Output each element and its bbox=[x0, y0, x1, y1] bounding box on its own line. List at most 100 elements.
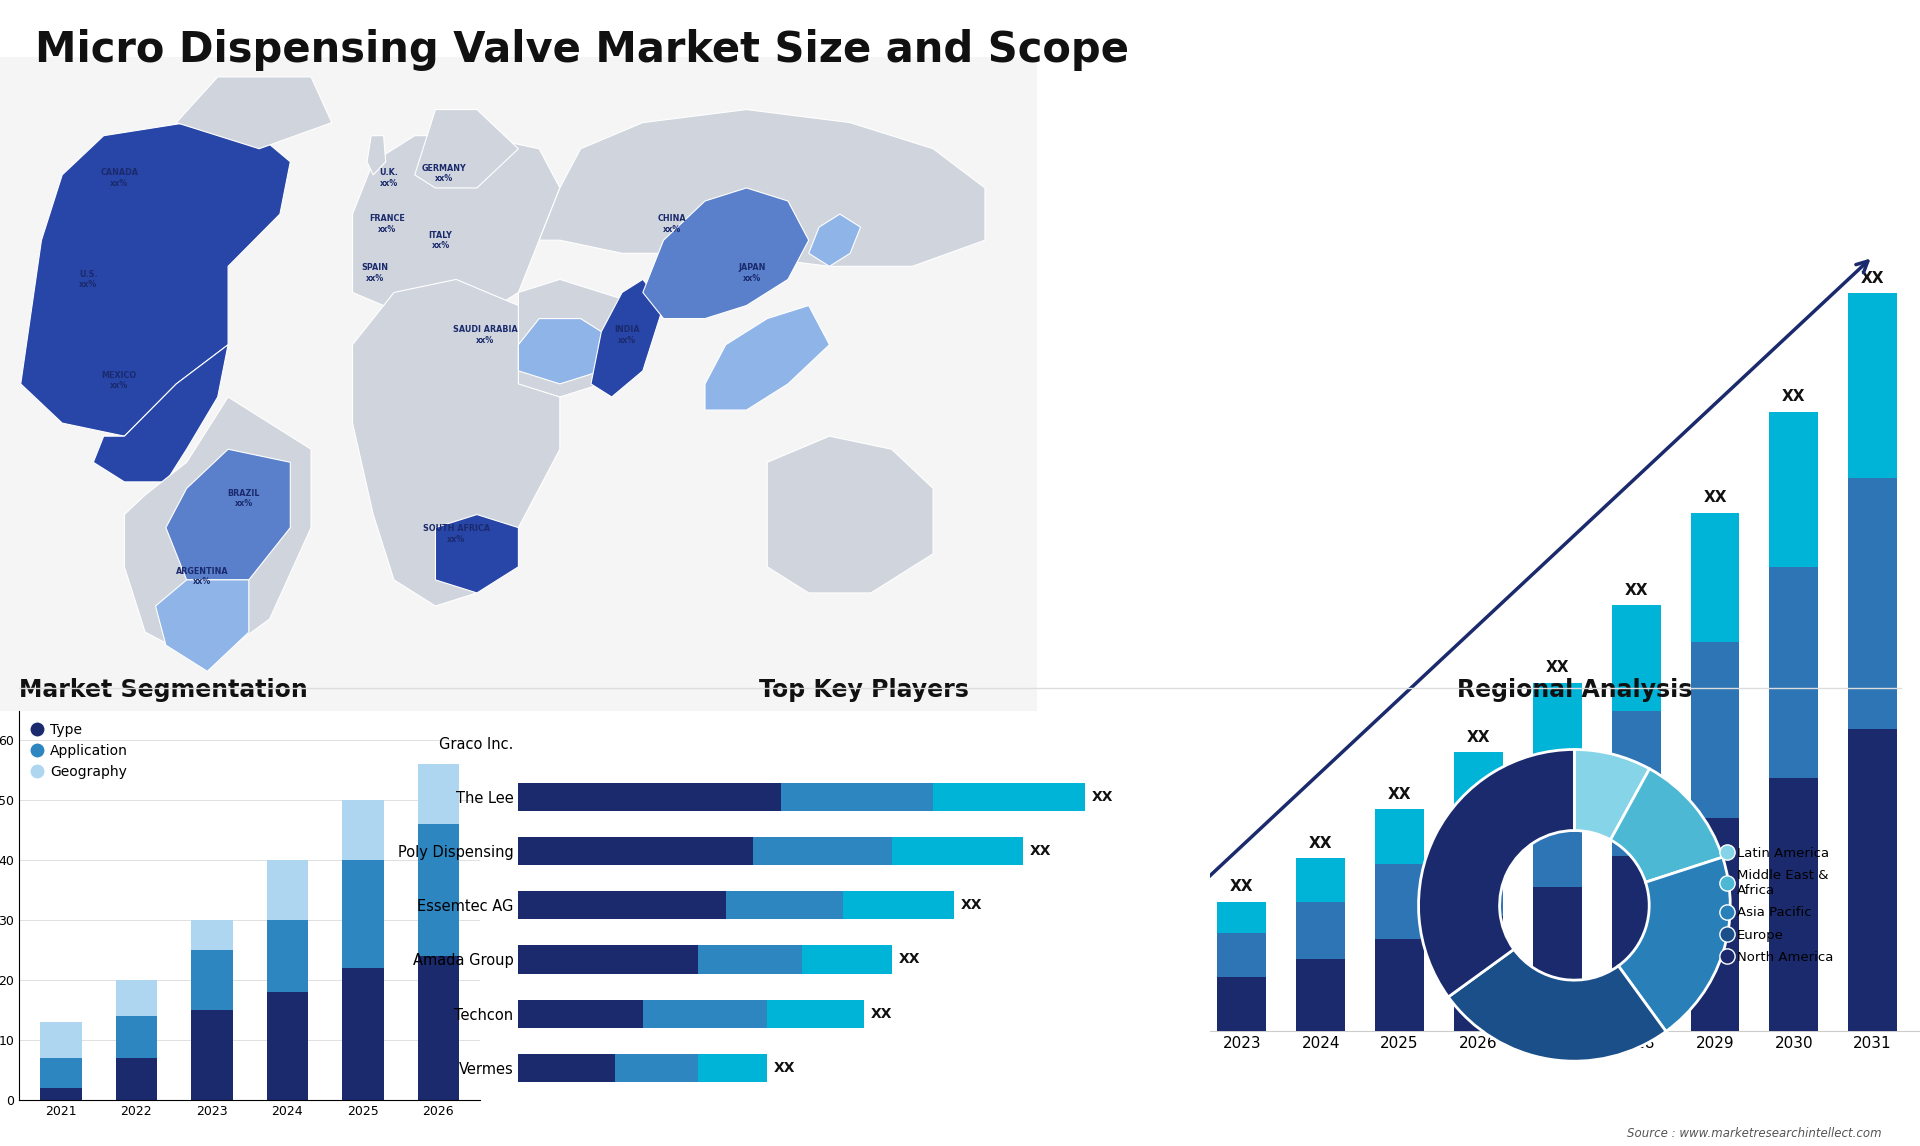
Bar bbox=[115, 1058, 157, 1100]
Polygon shape bbox=[768, 437, 933, 592]
Polygon shape bbox=[367, 135, 386, 175]
Bar bbox=[267, 992, 307, 1100]
Text: SPAIN
xx%: SPAIN xx% bbox=[361, 264, 390, 283]
Bar bbox=[1375, 940, 1425, 1031]
Wedge shape bbox=[1419, 749, 1574, 997]
Polygon shape bbox=[518, 319, 622, 384]
Bar bbox=[518, 837, 753, 865]
Bar bbox=[1532, 887, 1582, 1031]
Bar bbox=[1770, 567, 1818, 778]
Bar bbox=[891, 837, 1023, 865]
Bar bbox=[1375, 864, 1425, 940]
Bar bbox=[518, 892, 726, 919]
Bar bbox=[1375, 809, 1425, 864]
Bar bbox=[1139, 959, 1187, 991]
Bar bbox=[753, 837, 891, 865]
Text: SAUDI ARABIA
xx%: SAUDI ARABIA xx% bbox=[453, 325, 518, 345]
Text: XX: XX bbox=[1092, 790, 1114, 804]
Bar bbox=[518, 783, 781, 811]
Polygon shape bbox=[540, 110, 985, 266]
Text: FRANCE
xx%: FRANCE xx% bbox=[369, 214, 405, 234]
Text: XX: XX bbox=[1782, 390, 1805, 405]
Text: Micro Dispensing Valve Market Size and Scope: Micro Dispensing Valve Market Size and S… bbox=[35, 29, 1129, 71]
Text: XX: XX bbox=[1152, 915, 1175, 929]
Polygon shape bbox=[808, 214, 860, 266]
Bar bbox=[614, 1053, 699, 1082]
Text: Source : www.marketresearchintellect.com: Source : www.marketresearchintellect.com bbox=[1626, 1128, 1882, 1140]
Polygon shape bbox=[165, 449, 290, 580]
Legend: Type, Application, Geography: Type, Application, Geography bbox=[27, 717, 132, 785]
Bar bbox=[1217, 902, 1267, 933]
Text: MEXICO
xx%: MEXICO xx% bbox=[102, 371, 136, 391]
Text: JAPAN
xx%: JAPAN xx% bbox=[737, 264, 766, 283]
Bar bbox=[417, 824, 459, 956]
Polygon shape bbox=[436, 515, 518, 592]
Bar bbox=[40, 1058, 83, 1089]
Bar bbox=[1849, 478, 1897, 729]
Polygon shape bbox=[94, 345, 228, 481]
Text: BRAZIL
xx%: BRAZIL xx% bbox=[227, 488, 259, 508]
Text: XX: XX bbox=[774, 1061, 795, 1075]
Text: XX: XX bbox=[1624, 582, 1647, 597]
Text: Market Segmentation: Market Segmentation bbox=[19, 677, 307, 701]
Bar bbox=[1453, 752, 1503, 821]
Bar bbox=[1611, 712, 1661, 856]
Polygon shape bbox=[705, 306, 829, 410]
Bar bbox=[518, 1053, 614, 1082]
Bar bbox=[781, 783, 933, 811]
Text: XX: XX bbox=[1231, 879, 1254, 895]
Bar bbox=[1060, 1003, 1108, 1031]
Text: XX: XX bbox=[1029, 845, 1052, 858]
Polygon shape bbox=[643, 188, 808, 319]
Text: GERMANY
xx%: GERMANY xx% bbox=[420, 164, 467, 183]
Bar bbox=[192, 920, 232, 950]
Polygon shape bbox=[415, 110, 518, 188]
Bar bbox=[803, 945, 891, 973]
Bar bbox=[643, 999, 768, 1028]
Bar bbox=[1296, 959, 1346, 1031]
Wedge shape bbox=[1574, 749, 1649, 840]
Text: XX: XX bbox=[1467, 730, 1490, 745]
Bar bbox=[1060, 963, 1108, 980]
Text: INDIA
xx%: INDIA xx% bbox=[614, 325, 639, 345]
Text: XX: XX bbox=[899, 952, 920, 966]
Bar bbox=[40, 1089, 83, 1100]
Bar bbox=[1770, 778, 1818, 1031]
Bar bbox=[1296, 858, 1346, 902]
Polygon shape bbox=[591, 280, 664, 397]
Text: XX: XX bbox=[872, 1006, 893, 1021]
Text: U.S.
xx%: U.S. xx% bbox=[79, 269, 98, 289]
Text: XX: XX bbox=[1073, 940, 1096, 955]
Polygon shape bbox=[156, 580, 250, 672]
Bar bbox=[342, 800, 384, 861]
Wedge shape bbox=[1611, 769, 1722, 882]
Bar bbox=[192, 950, 232, 1011]
Bar bbox=[342, 861, 384, 968]
Text: XX: XX bbox=[1860, 272, 1884, 286]
Text: U.K.
xx%: U.K. xx% bbox=[380, 168, 397, 188]
Text: CANADA
xx%: CANADA xx% bbox=[100, 168, 138, 188]
Bar bbox=[192, 1011, 232, 1100]
Text: XX: XX bbox=[1703, 490, 1726, 505]
Legend: Latin America, Middle East &
Africa, Asia Pacific, Europe, North America: Latin America, Middle East & Africa, Asi… bbox=[1716, 841, 1839, 970]
Bar bbox=[1060, 980, 1108, 1003]
Bar bbox=[1139, 936, 1187, 959]
Bar bbox=[1532, 769, 1582, 887]
Polygon shape bbox=[21, 123, 290, 437]
Bar bbox=[1849, 729, 1897, 1031]
Text: ITALY
xx%: ITALY xx% bbox=[428, 230, 453, 250]
Bar bbox=[699, 945, 803, 973]
Text: SOUTH AFRICA
xx%: SOUTH AFRICA xx% bbox=[422, 525, 490, 544]
Bar bbox=[1217, 976, 1267, 1031]
Polygon shape bbox=[353, 135, 561, 319]
Wedge shape bbox=[1619, 857, 1730, 1031]
Bar bbox=[267, 920, 307, 992]
Polygon shape bbox=[518, 280, 643, 397]
Bar bbox=[1139, 991, 1187, 1031]
Bar bbox=[1611, 856, 1661, 1031]
Text: CHINA
xx%: CHINA xx% bbox=[657, 214, 685, 234]
Bar bbox=[1296, 902, 1346, 959]
Bar bbox=[1849, 293, 1897, 478]
Bar bbox=[1217, 933, 1267, 976]
Bar bbox=[1453, 821, 1503, 916]
